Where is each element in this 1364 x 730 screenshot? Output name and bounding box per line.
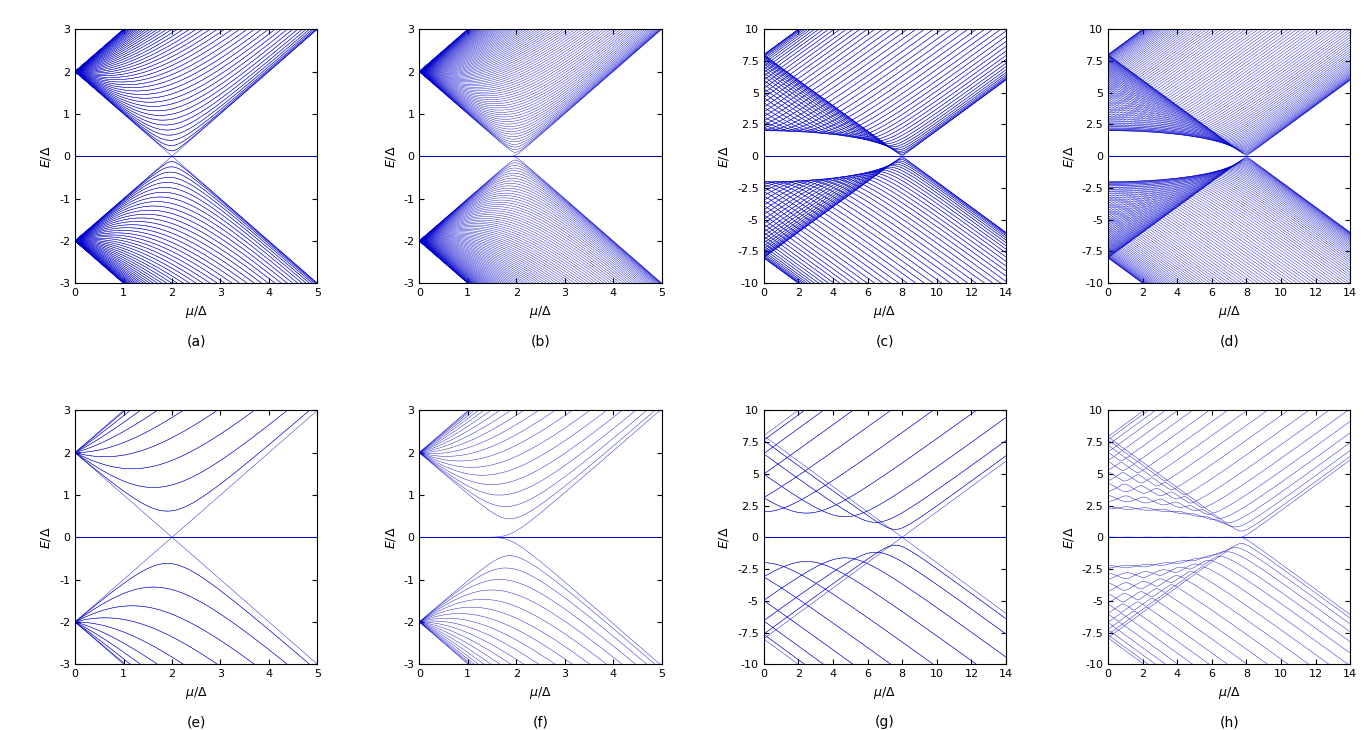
Y-axis label: $E/\Delta$: $E/\Delta$ [383,526,398,548]
X-axis label: $\mu/\Delta$: $\mu/\Delta$ [873,685,896,701]
Text: (a): (a) [187,334,206,348]
Text: (c): (c) [876,334,893,348]
X-axis label: $\mu/\Delta$: $\mu/\Delta$ [873,304,896,320]
Text: (e): (e) [187,715,206,729]
X-axis label: $\mu/\Delta$: $\mu/\Delta$ [1218,685,1240,701]
Text: (b): (b) [531,334,551,348]
Y-axis label: $E/\Delta$: $E/\Delta$ [1061,145,1076,167]
Y-axis label: $E/\Delta$: $E/\Delta$ [717,526,731,548]
X-axis label: $\mu/\Delta$: $\mu/\Delta$ [1218,304,1240,320]
X-axis label: $\mu/\Delta$: $\mu/\Delta$ [529,304,552,320]
Y-axis label: $E/\Delta$: $E/\Delta$ [40,526,53,548]
Y-axis label: $E/\Delta$: $E/\Delta$ [717,145,731,167]
Text: (d): (d) [1219,334,1239,348]
Y-axis label: $E/\Delta$: $E/\Delta$ [40,145,53,167]
X-axis label: $\mu/\Delta$: $\mu/\Delta$ [529,685,552,701]
Text: (f): (f) [532,715,548,729]
Text: (h): (h) [1219,715,1239,729]
Text: (g): (g) [874,715,895,729]
X-axis label: $\mu/\Delta$: $\mu/\Delta$ [186,304,207,320]
Y-axis label: $E/\Delta$: $E/\Delta$ [1061,526,1076,548]
Y-axis label: $E/\Delta$: $E/\Delta$ [383,145,398,167]
X-axis label: $\mu/\Delta$: $\mu/\Delta$ [186,685,207,701]
